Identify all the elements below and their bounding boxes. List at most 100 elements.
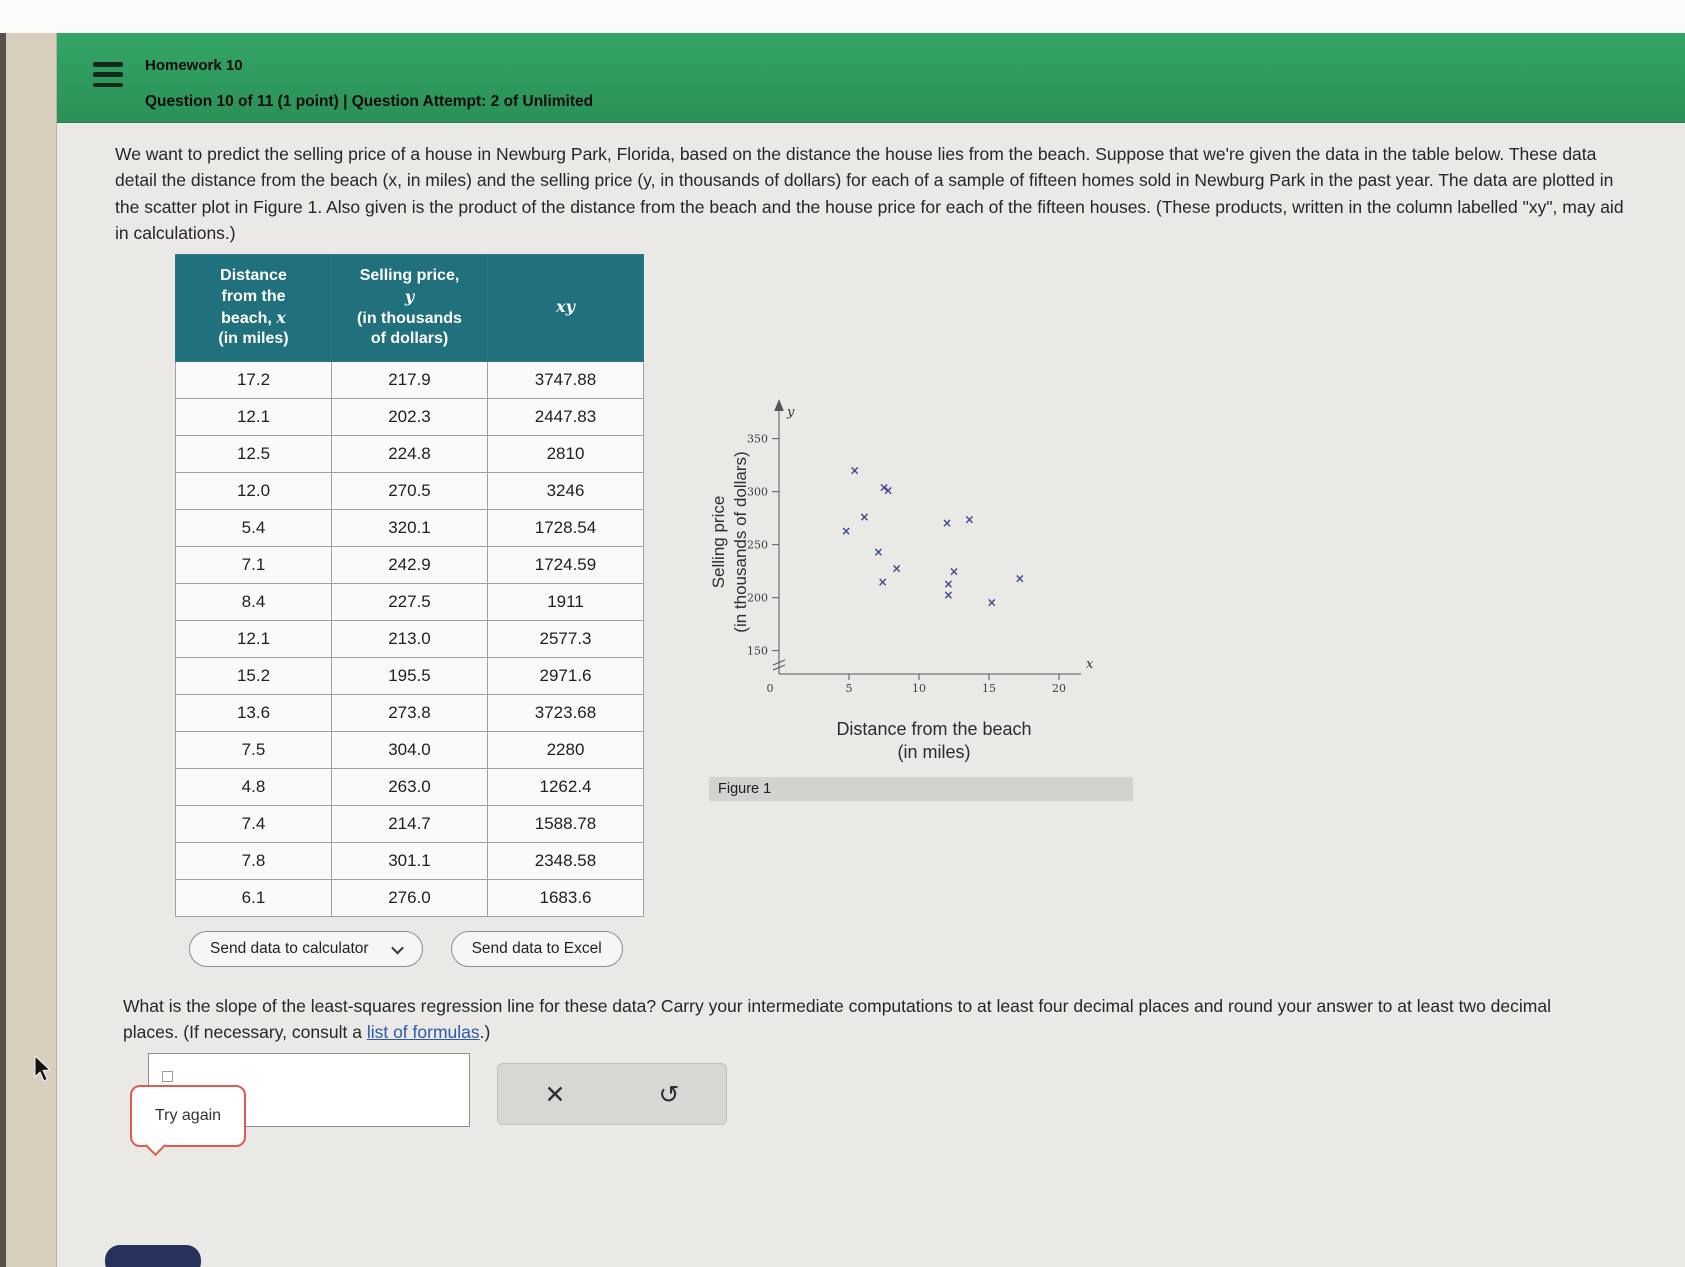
table-cell: 1911 (487, 583, 644, 622)
data-point-marker: × (859, 510, 869, 524)
table-cell: 15.2 (175, 657, 332, 696)
close-icon: ✕ (544, 1080, 566, 1109)
table-row: 7.4 214.7 1588.78 (175, 805, 644, 844)
question-progress: Question 10 of 11 (1 point) | Question A… (145, 93, 594, 110)
svg-text:x: x (1086, 657, 1094, 672)
send-data-to-calculator-dropdown[interactable]: Send data to calculator (189, 931, 423, 968)
svg-text:(in thousands of dollars): (in thousands of dollars) (731, 451, 750, 632)
data-point-marker: × (879, 480, 889, 494)
table-cell: 1724.59 (487, 546, 644, 585)
table-cell: 224.8 (331, 435, 488, 474)
table-row: 7.5 304.0 2280 (175, 731, 644, 770)
data-point-marker: × (873, 545, 883, 559)
table-row: 12.1 202.3 2447.83 (175, 398, 644, 437)
data-point-marker: × (949, 564, 959, 578)
chevron-down-icon (390, 941, 404, 955)
svg-text:Selling price: Selling price (709, 496, 728, 589)
column-header: Distance from the beach, x (in miles) (175, 253, 332, 363)
send-data-to-excel-button[interactable]: Send data to Excel (450, 931, 623, 968)
table-cell: 3723.68 (487, 694, 644, 733)
svg-text:15: 15 (982, 682, 996, 695)
x-axis-title-line2: (in miles) (897, 742, 971, 763)
table-row: 8.4 227.5 1911 (175, 583, 644, 622)
data-point-marker: × (1015, 572, 1025, 586)
table-cell: 12.1 (175, 398, 332, 437)
data-table: Distance from the beach, x (in miles) Sellin… (175, 253, 644, 918)
photo-top-margin (0, 0, 1685, 33)
app-window: Homework 10 Question 10 of 11 (1 point) … (57, 33, 1685, 1267)
bottom-nav-button-partial[interactable] (105, 1245, 201, 1267)
table-cell: 2577.3 (487, 620, 644, 659)
data-point-marker: × (850, 463, 860, 477)
table-cell: 13.6 (175, 694, 332, 733)
table-cell: 8.4 (175, 583, 332, 622)
svg-text:5: 5 (846, 682, 853, 695)
table-cell: 1728.54 (487, 509, 644, 548)
table-header-row: Distance from the beach, x (in miles) Sellin… (175, 253, 644, 363)
table-row: 7.8 301.1 2348.58 (175, 842, 644, 881)
table-cell: 242.9 (331, 546, 488, 585)
table-cell: 276.0 (331, 879, 488, 918)
question-part2: .) (479, 1022, 491, 1043)
content-row: Distance from the beach, x (in miles) Sellin… (175, 253, 1685, 968)
figure-section: y x 0 5 10 15 20 150 200 250 300 350 Selling price (i… (709, 374, 1159, 801)
table-row: 6.1 276.0 1683.6 (175, 879, 644, 918)
assignment-title: Homework 10 (145, 57, 243, 74)
table-cell: 12.1 (175, 620, 332, 659)
table-cell: 263.0 (331, 768, 488, 807)
table-cell: 17.2 (175, 361, 332, 400)
list-of-formulas-link[interactable]: list of formulas (366, 1022, 480, 1043)
data-point-marker: × (878, 575, 888, 589)
table-cell: 12.0 (175, 472, 332, 511)
svg-text:y: y (786, 405, 795, 420)
table-row: 17.2 217.9 3747.88 (175, 361, 644, 400)
try-again-label: Try again (154, 1107, 222, 1124)
table-cell: 3747.88 (487, 361, 644, 400)
table-row: 13.6 273.8 3723.68 (175, 694, 644, 733)
table-cell: 195.5 (331, 657, 488, 696)
table-cell: 1588.78 (487, 805, 644, 844)
table-row: 7.1 242.9 1724.59 (175, 546, 644, 585)
table-cell: 12.5 (175, 435, 332, 474)
svg-text:250: 250 (747, 538, 768, 551)
figure-caption-bar: Figure 1 (709, 776, 1133, 801)
svg-text:10: 10 (912, 682, 926, 695)
undo-icon: ↺ (658, 1080, 680, 1109)
svg-text:150: 150 (747, 644, 768, 657)
x-axis-title-line1: Distance from the beach (836, 719, 1032, 739)
send-data-to-calculator-label: Send data to calculator (210, 940, 369, 958)
photo-left-margin (0, 33, 57, 1267)
question-part1: What is the slope of the least-squares r… (123, 996, 1551, 1043)
table-cell: 2810 (487, 435, 644, 474)
data-point-marker: × (964, 512, 974, 526)
table-cell: 6.1 (175, 879, 332, 918)
table-cell: 2280 (487, 731, 644, 770)
table-cell: 214.7 (331, 805, 488, 844)
svg-text:20: 20 (1052, 682, 1066, 695)
table-cell: 7.4 (175, 805, 332, 844)
table-actions: Send data to calculator Send data to Exc… (189, 931, 653, 968)
undo-button[interactable]: ↺ (634, 1070, 704, 1118)
data-point-marker: × (841, 524, 851, 538)
figure-caption: Figure 1 (718, 780, 772, 797)
hamburger-menu-icon[interactable] (93, 62, 123, 87)
table-cell: 3246 (487, 472, 644, 511)
svg-text:0: 0 (767, 682, 774, 695)
table-cell: 4.8 (175, 768, 332, 807)
problem-statement: We want to predict the selling price of … (115, 144, 1624, 243)
table-cell: 1683.6 (487, 879, 644, 918)
table-cell: 5.4 (175, 509, 332, 548)
table-cell: 270.5 (331, 472, 488, 511)
clear-answer-button[interactable]: ✕ (520, 1070, 590, 1118)
table-cell: 1262.4 (487, 768, 644, 807)
table-cell: 227.5 (331, 583, 488, 622)
x-axis-title: Distance from the beach (in miles) (709, 718, 1159, 765)
table-cell: 2447.83 (487, 398, 644, 437)
data-point-marker: × (943, 588, 953, 602)
table-cell: 2348.58 (487, 842, 644, 881)
data-table-section: Distance from the beach, x (in miles) Sellin… (175, 253, 653, 968)
table-row: 12.5 224.8 2810 (175, 435, 644, 474)
table-row: 4.8 263.0 1262.4 (175, 768, 644, 807)
table-row: 12.1 213.0 2577.3 (175, 620, 644, 659)
mouse-cursor-icon (34, 1056, 52, 1082)
